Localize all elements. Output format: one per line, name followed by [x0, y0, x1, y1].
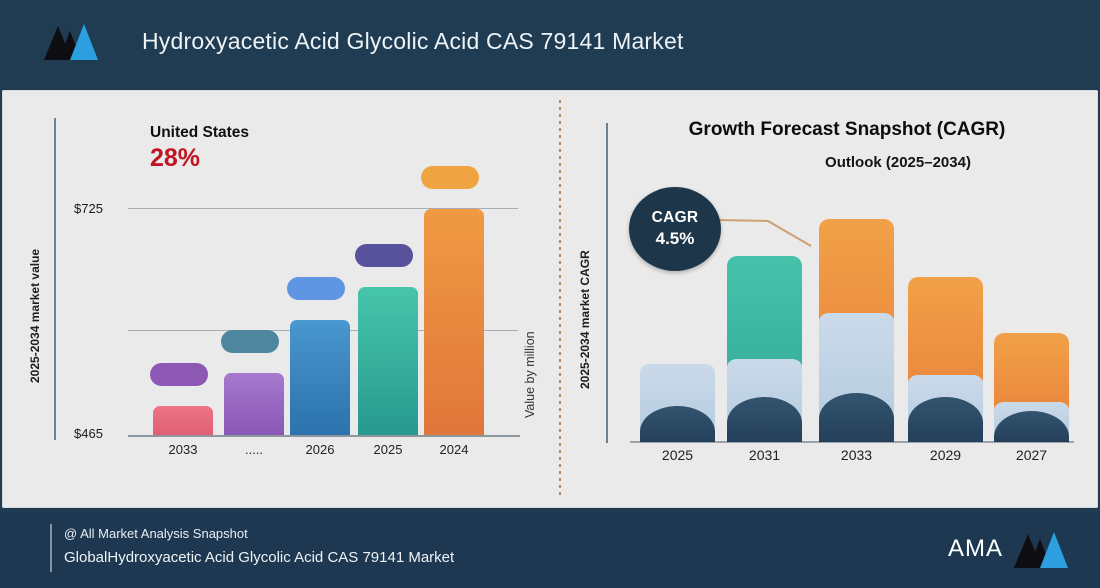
footer-brand-text: AMA — [948, 535, 1004, 562]
gridline-725 — [128, 208, 518, 209]
left-chart-highlight: 28% — [150, 144, 201, 172]
right-x-axis — [630, 441, 1074, 443]
left-chart-title: United States — [150, 124, 250, 141]
us-x-label-2025: 2025 — [373, 442, 403, 457]
ytick-465: $465 — [74, 426, 103, 441]
us-bar-2024 — [424, 209, 484, 435]
right-y-axis — [606, 123, 608, 443]
left-y-axis — [54, 118, 56, 440]
us-bar-cap-2025 — [355, 244, 413, 267]
growth-x-label-2031: 2031 — [748, 447, 781, 463]
us-x-label-2033: 2033 — [168, 442, 198, 457]
growth-bar-2025-navy — [640, 406, 715, 442]
growth-bar-2031-navy — [727, 397, 802, 442]
growth-bar-2033-navy — [819, 393, 894, 442]
us-bar-cap-2024 — [421, 166, 479, 189]
panel-divider — [559, 100, 561, 496]
us-bar-cap-2033 — [150, 363, 208, 386]
left-y-axis-label: 2025-2034 market value — [28, 248, 42, 384]
header-bar: Hydroxyacetic Acid Glycolic Acid CAS 791… — [0, 0, 1100, 90]
cagr-badge-value: 4.5% — [655, 229, 695, 248]
us-bar-2025 — [358, 287, 418, 435]
ama-logo-icon — [44, 24, 98, 60]
growth-x-label-2027: 2027 — [1015, 447, 1048, 463]
footer-ama-logo-icon — [1014, 532, 1068, 568]
cagr-badge: CAGR 4.5% — [629, 187, 721, 271]
us-bar-cap-..... — [221, 330, 279, 353]
growth-x-label-2033: 2033 — [840, 447, 873, 463]
left-x-axis — [128, 435, 520, 437]
left-right-axis-label: Value by million — [523, 331, 537, 419]
footer-copyright: @ All Market Analysis Snapshot — [64, 526, 248, 541]
us-bar-2033 — [153, 406, 213, 435]
right-chart-subtitle: Outlook (2025–2034) — [825, 154, 971, 171]
right-chart-title: Growth Forecast Snapshot (CAGR) — [688, 119, 1006, 140]
right-y-axis-label: 2025-2034 market CAGR — [578, 250, 592, 390]
growth-x-label-2025: 2025 — [661, 447, 694, 463]
us-bar-..... — [224, 373, 284, 435]
us-x-label-2026: 2026 — [305, 442, 335, 457]
cagr-badge-label: CAGR — [651, 209, 699, 226]
ytick-725: $725 — [74, 201, 103, 216]
content-card: 2025-2034 market value United States 28%… — [2, 90, 1098, 508]
growth-x-label-2029: 2029 — [929, 447, 962, 463]
footer-divider — [50, 524, 52, 572]
us-bar-cap-2026 — [287, 277, 345, 300]
us-bar-2026 — [290, 320, 350, 435]
growth-bar-2029-navy — [908, 397, 983, 442]
footer-source: GlobalHydroxyacetic Acid Glycolic Acid C… — [64, 549, 455, 566]
footer-bar: @ All Market Analysis Snapshot GlobalHyd… — [0, 512, 1100, 588]
us-x-label-2024: 2024 — [439, 442, 469, 457]
us-x-label-.....: ..... — [244, 442, 264, 457]
page-title: Hydroxyacetic Acid Glycolic Acid CAS 791… — [142, 28, 684, 54]
